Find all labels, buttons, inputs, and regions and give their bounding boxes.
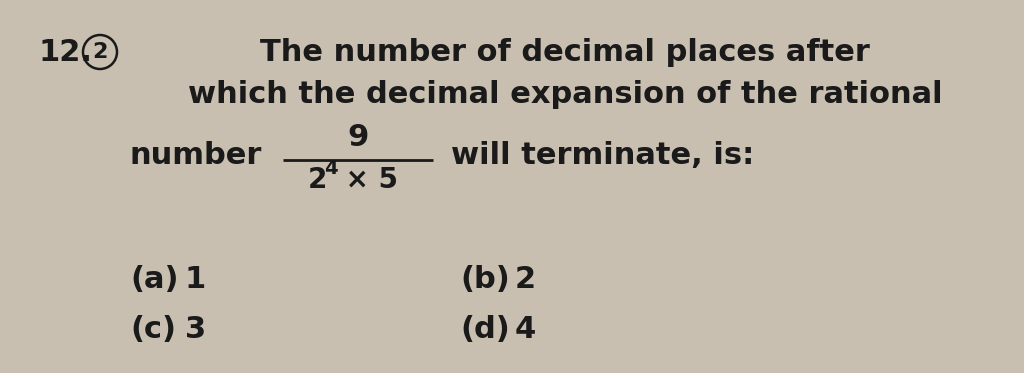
- Text: number: number: [130, 141, 262, 169]
- Text: 3: 3: [185, 315, 206, 344]
- Text: will terminate, is:: will terminate, is:: [451, 141, 755, 169]
- Text: (b): (b): [460, 265, 510, 294]
- Text: 4: 4: [324, 159, 338, 178]
- Text: (c): (c): [130, 315, 176, 344]
- Text: 9: 9: [347, 123, 369, 153]
- Text: × 5: × 5: [336, 166, 398, 194]
- Text: 1: 1: [185, 265, 206, 294]
- Text: 2: 2: [92, 42, 108, 62]
- Text: (a): (a): [130, 265, 178, 294]
- Text: 2: 2: [308, 166, 328, 194]
- Text: 12.: 12.: [38, 38, 92, 67]
- Text: 2: 2: [515, 265, 537, 294]
- Text: which the decimal expansion of the rational: which the decimal expansion of the ratio…: [187, 80, 942, 109]
- Text: 4: 4: [515, 315, 537, 344]
- Text: The number of decimal places after: The number of decimal places after: [260, 38, 870, 67]
- Text: (d): (d): [460, 315, 510, 344]
